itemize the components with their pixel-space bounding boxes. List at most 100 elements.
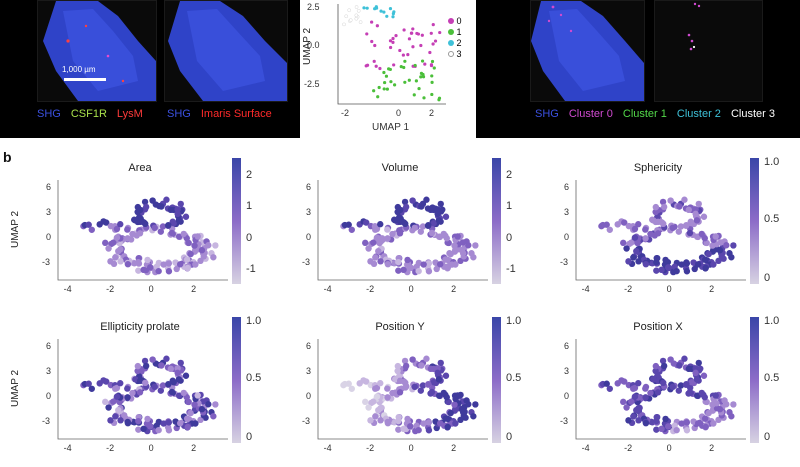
scatter-point [187,250,194,258]
scatter-point [197,416,204,424]
scatter-point [157,387,164,394]
cluster-point [378,66,382,71]
scatter-point [372,254,379,261]
scatter-point [141,198,149,206]
scatter-point [692,206,699,213]
scatter-point [630,254,637,261]
scatter-point [176,420,184,427]
ytick: 6 [46,341,52,352]
scatter-point [606,385,613,392]
ytick: 2.5 [307,2,320,12]
scatter-point [394,367,401,375]
scatter-point [625,417,632,424]
scatter-point [400,266,407,274]
scatter-point [642,385,649,392]
scatter-point [667,197,674,204]
scatter-point [434,365,441,372]
xtick: 2 [429,108,435,118]
scatter-point [365,245,372,252]
scatter-point [395,258,402,266]
scatter-point [177,200,184,208]
scatter-point [702,423,709,431]
cluster-point [391,36,395,41]
scatter-point [730,401,737,408]
scatter-point [678,261,685,268]
cluster-point [430,59,435,64]
scatter-point [367,417,374,424]
cluster-point [354,13,359,18]
scatter-point [110,398,117,405]
scatter-point [669,383,676,391]
scatter-point [406,423,414,430]
scatter-point [677,223,685,230]
scatter-canvas [57,339,228,440]
scatter-point [437,359,444,367]
scatter-point [141,357,149,365]
ytick: 0 [564,391,570,402]
scatter-point [134,208,141,216]
scatter-point [633,247,640,255]
scatter-point [712,233,719,240]
xtick: -2 [366,284,375,294]
scatter-point [454,392,461,399]
scatter-point [182,213,190,220]
cluster-point [398,48,402,53]
axis-line [575,180,746,281]
legend-cluster-3: 3 [456,49,462,59]
scatter-point [683,427,691,434]
scatter-point [112,413,119,420]
scatter-point [728,413,735,420]
scatter-point [180,389,187,397]
scatter-point [442,213,450,220]
scatter-point [652,203,660,211]
scatter-point [165,221,172,229]
scatter-point [113,393,121,400]
scatter-point [723,242,730,249]
cluster-point [403,59,407,63]
scatter-point [606,226,613,233]
scatter-point [146,423,154,430]
scatter-point [642,420,650,427]
microscopy-frame-2 [164,0,288,102]
scatter-point [155,426,162,434]
cluster-point [394,34,398,38]
scatter-point [377,221,384,228]
scatter-point [693,217,701,224]
scatter-point [375,406,382,414]
scatter-point [348,226,355,233]
scatter-point [105,404,112,411]
ytick: 0.0 [307,40,320,50]
scatter-point [159,382,167,389]
scatter-point [650,217,657,224]
scatter-point [117,221,124,228]
scatter-point [440,389,447,397]
scatter-point [212,401,219,408]
umap-cluster-plot: 2.5 0.0 -2.5 -2 0 2 UMAP 1 UMAP 2 0 1 2 … [300,0,476,138]
scatter-point [159,223,167,230]
scatter-point [715,257,722,265]
scatter-point [174,206,181,213]
scatter-point [113,234,121,241]
scatter-point [135,417,142,425]
scatter-point [635,380,642,387]
scatter-point [400,425,407,433]
scatter-point [472,401,479,408]
scatter-point [115,247,122,255]
scatter-point [423,355,430,362]
scatter-point [151,224,158,232]
scatter-point [348,385,355,392]
cluster-point [402,28,406,32]
scatter-point [472,242,479,249]
scatter-point [367,258,374,265]
scatter-point [623,404,630,411]
cluster-point [388,7,393,11]
scatter-point [688,220,695,227]
scatter-point [653,426,660,433]
scatter-point [345,380,352,387]
scatter-point [395,426,402,433]
ytick: 3 [306,366,312,377]
scatter-point [419,223,427,230]
scatter-point [642,235,649,242]
plot-title: Position X [633,321,683,333]
scatter-point [435,392,443,399]
